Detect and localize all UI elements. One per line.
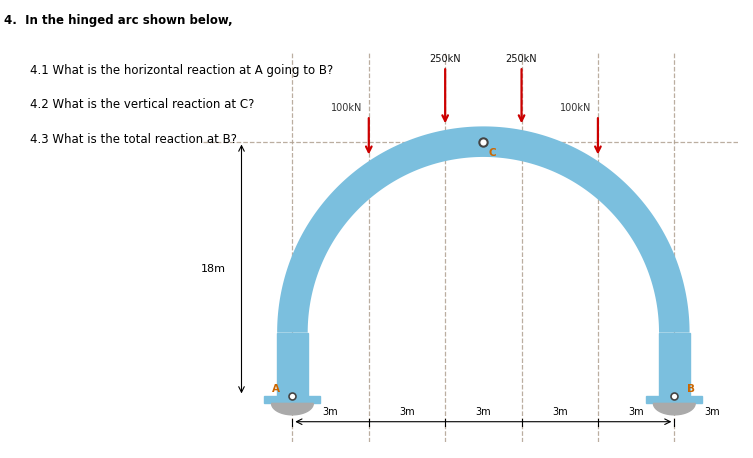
Text: 4.  In the hinged arc shown below,: 4. In the hinged arc shown below, [4,14,233,27]
Polygon shape [646,396,703,403]
Text: 250kN: 250kN [429,54,461,64]
Polygon shape [277,333,308,396]
Polygon shape [659,333,690,396]
Text: 3m: 3m [628,407,644,417]
Polygon shape [277,126,690,333]
Polygon shape [264,396,321,403]
Text: 18m: 18m [201,264,226,274]
Text: 100kN: 100kN [560,103,592,113]
Text: 3m: 3m [705,407,721,417]
Text: A: A [272,384,279,394]
Text: 4.2 What is the vertical reaction at C?: 4.2 What is the vertical reaction at C? [30,98,255,111]
Text: 3m: 3m [476,407,491,417]
Text: 100kN: 100kN [331,103,362,113]
Text: B: B [687,384,695,394]
Text: 250kN: 250kN [506,54,538,64]
Polygon shape [654,403,695,415]
Text: 3m: 3m [399,407,415,417]
Text: 3m: 3m [323,407,338,417]
Text: 4.3 What is the total reaction at B?: 4.3 What is the total reaction at B? [30,133,237,146]
Text: C: C [489,147,496,158]
Text: 4.1 What is the horizontal reaction at A going to B?: 4.1 What is the horizontal reaction at A… [30,64,334,77]
Text: 3m: 3m [552,407,568,417]
Polygon shape [272,403,313,415]
